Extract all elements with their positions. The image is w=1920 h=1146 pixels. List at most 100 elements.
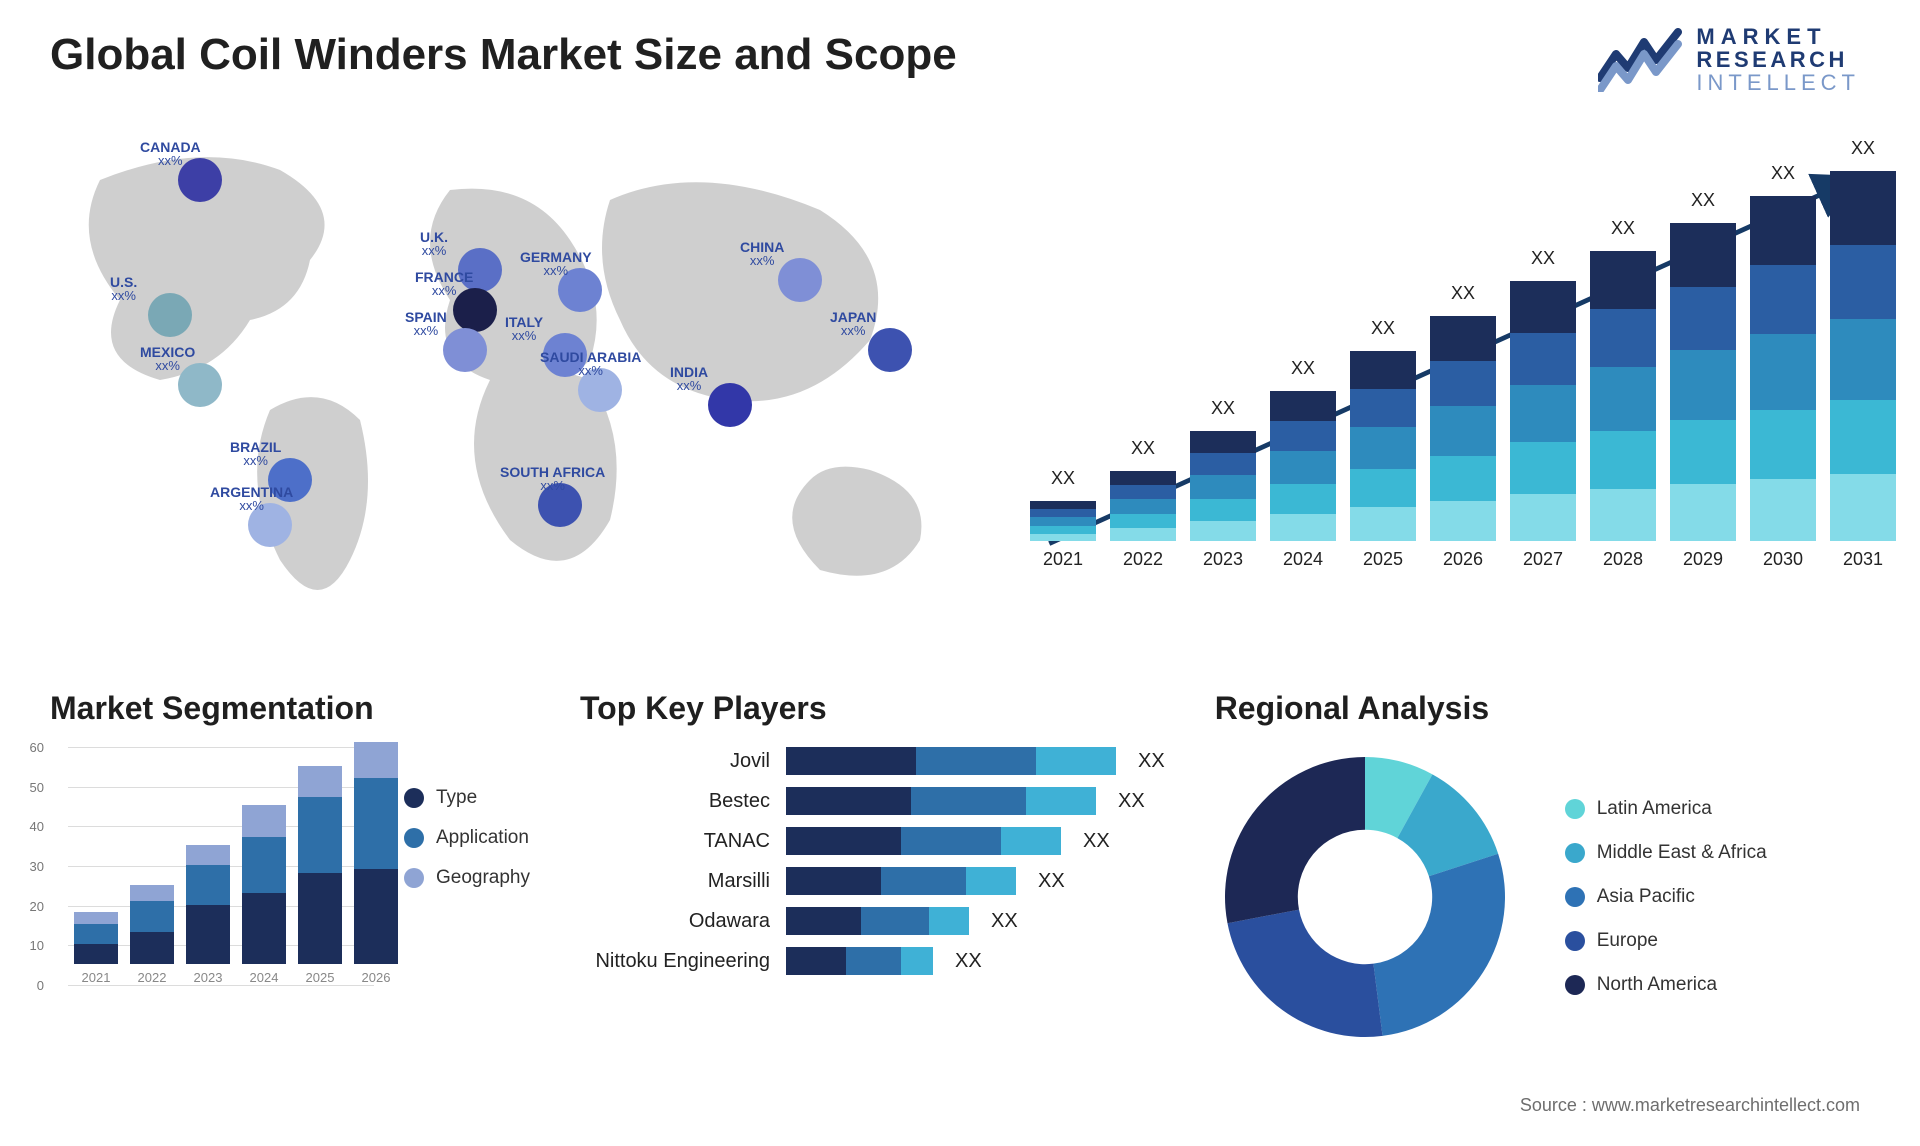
seg-col-2024: 2024 (242, 805, 286, 985)
growth-year-label: 2026 (1443, 549, 1483, 570)
regional-legend: Latin America Middle East & Africa Asia Pa… (1565, 798, 1767, 996)
growth-bar (1750, 196, 1816, 541)
growth-year-label: 2030 (1763, 549, 1803, 570)
map-label-u-s-: U.S.xx% (110, 275, 137, 302)
growth-col-2025: XX2025 (1350, 318, 1416, 570)
map-label-japan: JAPANxx% (830, 310, 876, 337)
player-value: XX (1138, 750, 1165, 773)
growth-bar (1270, 391, 1336, 541)
player-bar (786, 747, 1116, 775)
growth-col-2024: XX2024 (1270, 358, 1336, 570)
seg-legend-application: Application (404, 827, 530, 849)
growth-year-label: 2027 (1523, 549, 1563, 570)
player-name: Odawara (580, 910, 770, 933)
map-label-brazil: BRAZILxx% (230, 440, 281, 467)
logo-text-3: INTELLECT (1696, 71, 1860, 94)
player-value: XX (991, 910, 1018, 933)
map-label-u-k-: U.K.xx% (420, 230, 448, 257)
key-players-section: Top Key Players JovilXXBestecXXTANACXXMa… (580, 690, 1165, 1047)
regional-legend-north-america: North America (1565, 974, 1767, 996)
player-row-odawara: Odawara XX (580, 907, 1165, 935)
growth-value: XX (1291, 358, 1315, 379)
growth-col-2030: XX 2030 (1750, 163, 1816, 570)
player-bar (786, 907, 969, 935)
seg-col-2021: 2021 (74, 912, 118, 985)
growth-year-label: 2028 (1603, 549, 1643, 570)
segmentation-section: Market Segmentation 01020304050602021202… (50, 690, 530, 1047)
growth-col-2026: XX 2026 (1430, 283, 1496, 570)
player-row-tanac: TANAC XX (580, 827, 1165, 855)
regional-legend-latin-america: Latin America (1565, 798, 1767, 820)
seg-ytick: 10 (30, 938, 44, 953)
player-name: Bestec (580, 790, 770, 813)
seg-year-label: 2022 (138, 970, 167, 985)
growth-bar (1830, 171, 1896, 541)
seg-ytick: 60 (30, 740, 44, 755)
map-label-france: FRANCExx% (415, 270, 473, 297)
growth-year-label: 2031 (1843, 549, 1883, 570)
map-label-china: CHINAxx% (740, 240, 784, 267)
growth-bar (1510, 281, 1576, 541)
map-label-south-africa: SOUTH AFRICAxx% (500, 465, 605, 492)
map-label-germany: GERMANYxx% (520, 250, 592, 277)
seg-year-label: 2026 (362, 970, 391, 985)
regional-legend-middle-east-africa: Middle East & Africa (1565, 842, 1767, 864)
logo-text-2: RESEARCH (1696, 48, 1860, 71)
growth-bar (1030, 501, 1096, 541)
growth-col-2029: XX 2029 (1670, 190, 1736, 570)
map-label-italy: ITALYxx% (505, 315, 543, 342)
growth-value: XX (1531, 248, 1555, 269)
growth-col-2022: XX2022 (1110, 438, 1176, 570)
growth-value: XX (1451, 283, 1475, 304)
segmentation-title: Market Segmentation (50, 690, 530, 727)
player-row-bestec: Bestec XX (580, 787, 1165, 815)
growth-col-2023: XX 2023 (1190, 398, 1256, 570)
growth-value: XX (1211, 398, 1235, 419)
growth-col-2031: XX2031 (1830, 138, 1896, 570)
growth-value: XX (1611, 218, 1635, 239)
player-name: Jovil (580, 750, 770, 773)
brand-logo: MARKET RESEARCH INTELLECT (1598, 25, 1860, 94)
seg-ytick: 40 (30, 819, 44, 834)
seg-year-label: 2023 (194, 970, 223, 985)
player-value: XX (1083, 830, 1110, 853)
seg-col-2026: 2026 (354, 742, 398, 985)
logo-text-1: MARKET (1696, 25, 1860, 48)
logo-mark-icon (1598, 28, 1682, 92)
growth-col-2021: XX2021 (1030, 468, 1096, 570)
growth-bar (1590, 251, 1656, 541)
source-line: Source : www.marketresearchintellect.com (1520, 1095, 1860, 1116)
world-map: CANADAxx%U.S.xx%MEXICOxx%BRAZILxx%ARGENT… (50, 120, 970, 640)
player-name: Nittoku Engineering (580, 950, 770, 973)
player-name: TANAC (580, 830, 770, 853)
player-value: XX (1118, 790, 1145, 813)
growth-year-label: 2023 (1203, 549, 1243, 570)
regional-section: Regional Analysis Latin AmericaMiddle Ea… (1215, 690, 1870, 1047)
growth-value: XX (1771, 163, 1795, 184)
growth-value: XX (1051, 468, 1075, 489)
segmentation-legend: TypeApplicationGeography (404, 747, 530, 1007)
player-value: XX (1038, 870, 1065, 893)
regional-legend-asia-pacific: Asia Pacific (1565, 886, 1767, 908)
player-bar (786, 947, 933, 975)
growth-year-label: 2025 (1363, 549, 1403, 570)
seg-year-label: 2024 (250, 970, 279, 985)
map-label-canada: CANADAxx% (140, 140, 201, 167)
map-label-argentina: ARGENTINAxx% (210, 485, 293, 512)
growth-year-label: 2022 (1123, 549, 1163, 570)
map-label-india: INDIAxx% (670, 365, 708, 392)
growth-col-2027: XX 2027 (1510, 248, 1576, 570)
donut-slice-asia-pacific (1373, 854, 1505, 1036)
player-bar (786, 827, 1061, 855)
seg-col-2023: 2023 (186, 845, 230, 985)
growth-chart: XX2021XX2022XX2023XX2024XX2025XX2026XX20… (1030, 120, 1896, 640)
regional-donut (1215, 747, 1515, 1047)
growth-value: XX (1691, 190, 1715, 211)
player-value: XX (955, 950, 982, 973)
seg-legend-geography: Geography (404, 867, 530, 889)
seg-year-label: 2021 (82, 970, 111, 985)
growth-bar (1110, 471, 1176, 541)
growth-year-label: 2029 (1683, 549, 1723, 570)
growth-col-2028: XX 2028 (1590, 218, 1656, 570)
seg-col-2025: 2025 (298, 766, 342, 985)
